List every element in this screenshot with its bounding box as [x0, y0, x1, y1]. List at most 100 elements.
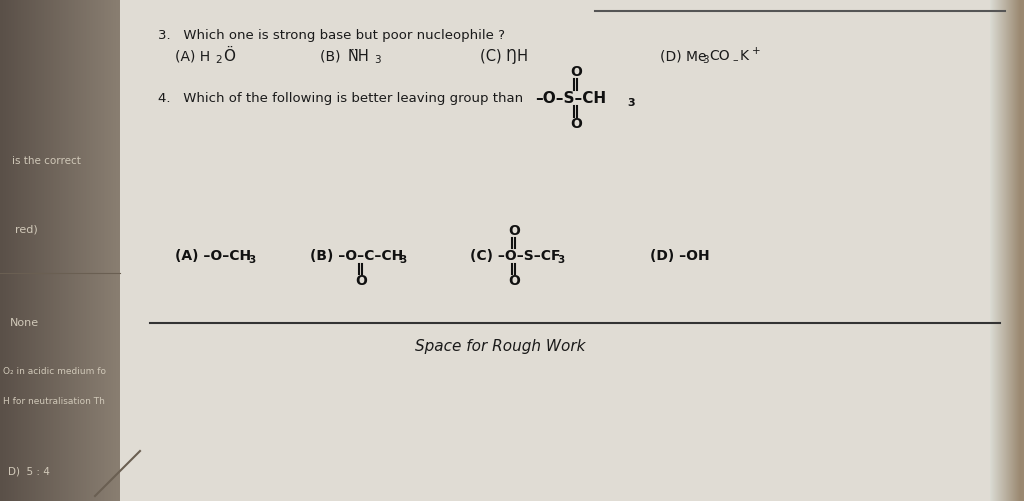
Bar [33, 0, 35, 501]
Bar [1018, 0, 1019, 501]
Text: 3: 3 [374, 55, 381, 65]
Bar [1013, 0, 1014, 501]
Bar [90, 0, 91, 501]
Bar [49, 0, 51, 501]
Bar [13, 0, 15, 501]
Bar [36, 0, 38, 501]
Bar [103, 0, 105, 501]
Text: (D) Me: (D) Me [660, 49, 707, 63]
Bar [26, 0, 27, 501]
Bar [77, 0, 78, 501]
Bar [1000, 0, 1024, 501]
Bar [9, 0, 10, 501]
Bar [41, 0, 42, 501]
Bar [994, 0, 995, 501]
Bar [66, 0, 68, 501]
Bar [18, 0, 19, 501]
Bar [7, 0, 9, 501]
Bar [32, 0, 33, 501]
Bar [69, 0, 71, 501]
Text: +: + [752, 46, 761, 56]
Bar [1002, 0, 1005, 501]
Bar [74, 0, 75, 501]
Text: O: O [570, 117, 582, 131]
Bar [87, 0, 89, 501]
Bar [65, 0, 67, 501]
Bar [116, 0, 117, 501]
Bar [38, 0, 39, 501]
Text: red): red) [15, 224, 38, 234]
Bar [85, 0, 87, 501]
Bar [113, 0, 114, 501]
Text: (A) H: (A) H [175, 49, 210, 63]
Text: D)  5 : 4: D) 5 : 4 [8, 466, 50, 476]
Bar [22, 0, 23, 501]
Bar [75, 0, 77, 501]
Text: 2: 2 [215, 55, 221, 65]
Bar [997, 0, 998, 501]
Bar [80, 0, 81, 501]
Text: (B) –O–C–CH: (B) –O–C–CH [310, 249, 403, 263]
Bar [71, 0, 72, 501]
Text: (B): (B) [319, 49, 345, 63]
Bar [6, 0, 7, 501]
Text: (C) –O–S–CF: (C) –O–S–CF [470, 249, 560, 263]
Bar [1014, 0, 1015, 501]
Bar [4, 0, 6, 501]
Bar [93, 0, 94, 501]
Text: O: O [508, 224, 520, 238]
Bar [1009, 0, 1010, 501]
Bar [1008, 0, 1009, 501]
Bar [48, 0, 49, 501]
Bar [52, 0, 54, 501]
Text: K: K [740, 49, 749, 63]
Bar [1, 0, 3, 501]
Bar [35, 0, 36, 501]
Text: Space for Rough Work: Space for Rough Work [415, 339, 586, 354]
Bar [97, 0, 99, 501]
Text: 3: 3 [557, 255, 564, 265]
Bar [102, 0, 103, 501]
Bar [1017, 0, 1018, 501]
Bar [110, 0, 111, 501]
Bar [94, 0, 96, 501]
Bar [51, 0, 52, 501]
Bar [1002, 0, 1004, 501]
Bar [99, 0, 100, 501]
Text: None: None [10, 318, 39, 328]
Bar [1015, 0, 1016, 501]
Bar [1000, 0, 1001, 501]
Bar [992, 0, 993, 501]
Bar [12, 0, 13, 501]
Bar [96, 0, 97, 501]
Bar [23, 0, 25, 501]
Bar [63, 0, 65, 501]
Bar [106, 0, 109, 501]
Bar [1012, 0, 1013, 501]
Bar [30, 0, 32, 501]
Bar [1019, 0, 1020, 501]
Text: H for neutralisation Th: H for neutralisation Th [3, 396, 104, 405]
Bar [1006, 0, 1007, 501]
Bar [1004, 0, 1006, 501]
Text: N̈H: N̈H [348, 49, 370, 64]
Bar [27, 0, 29, 501]
Bar [83, 0, 84, 501]
Bar [58, 0, 60, 501]
Bar [57, 0, 58, 501]
Bar [45, 0, 47, 501]
Bar [84, 0, 86, 501]
Bar [993, 0, 994, 501]
Bar [995, 0, 996, 501]
Bar [24, 0, 26, 501]
Bar [46, 0, 48, 501]
Bar [61, 0, 63, 501]
Bar [111, 0, 113, 501]
Bar [990, 0, 991, 501]
Text: O: O [508, 274, 520, 288]
Bar [60, 0, 61, 501]
Text: 3: 3 [627, 98, 635, 108]
Bar [42, 0, 44, 501]
Bar [10, 0, 12, 501]
Text: (A) –O–CH: (A) –O–CH [175, 249, 251, 263]
